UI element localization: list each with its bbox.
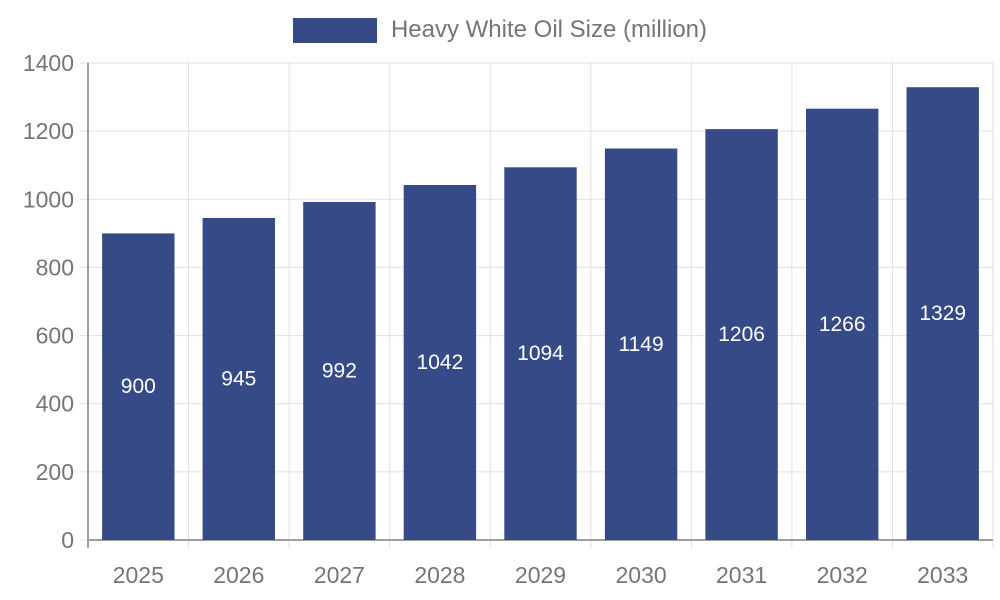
x-tick-label: 2027 bbox=[314, 562, 365, 588]
bar-2028[interactable] bbox=[403, 185, 477, 540]
x-tick-label: 2033 bbox=[917, 562, 968, 588]
bar-2026[interactable] bbox=[202, 218, 275, 540]
x-tick-label: 2032 bbox=[817, 562, 868, 588]
bar-2033[interactable] bbox=[906, 87, 979, 540]
y-tick-label: 200 bbox=[36, 459, 74, 485]
legend-label: Heavy White Oil Size (million) bbox=[390, 16, 708, 43]
y-tick-label: 0 bbox=[61, 527, 74, 553]
bar-2027[interactable] bbox=[303, 202, 376, 540]
x-tick-label: 2031 bbox=[716, 562, 767, 588]
x-tick-label: 2030 bbox=[616, 562, 667, 588]
y-tick-label: 1400 bbox=[23, 50, 74, 76]
bar-2025[interactable] bbox=[102, 233, 175, 540]
bar-value-label: 1266 bbox=[819, 313, 866, 336]
bar-value-label: 992 bbox=[322, 360, 357, 383]
y-tick-label: 600 bbox=[36, 323, 74, 349]
legend[interactable]: Heavy White Oil Size (million) bbox=[0, 16, 1000, 44]
x-tick-label: 2029 bbox=[515, 562, 566, 588]
bar-2032[interactable] bbox=[806, 108, 879, 540]
legend-swatch bbox=[292, 17, 377, 43]
y-tick-label: 800 bbox=[36, 254, 74, 280]
y-tick-label: 400 bbox=[36, 391, 74, 417]
x-tick-label: 2026 bbox=[213, 562, 264, 588]
y-tick-label: 1200 bbox=[23, 118, 74, 144]
bar-2029[interactable] bbox=[504, 167, 577, 541]
bar-value-label: 945 bbox=[221, 368, 256, 391]
y-tick-label: 1000 bbox=[23, 186, 74, 212]
bar-value-label: 1206 bbox=[718, 323, 765, 346]
bar-value-label: 1329 bbox=[919, 302, 966, 325]
x-tick-label: 2025 bbox=[113, 562, 164, 588]
bar-value-label: 1042 bbox=[417, 351, 464, 374]
bar-2030[interactable] bbox=[604, 148, 678, 541]
bar-value-label: 900 bbox=[121, 375, 156, 398]
x-tick-label: 2028 bbox=[414, 562, 465, 588]
bar-value-label: 1094 bbox=[517, 342, 564, 365]
bar-value-label: 1149 bbox=[619, 333, 664, 356]
bar-2031[interactable] bbox=[705, 129, 778, 540]
